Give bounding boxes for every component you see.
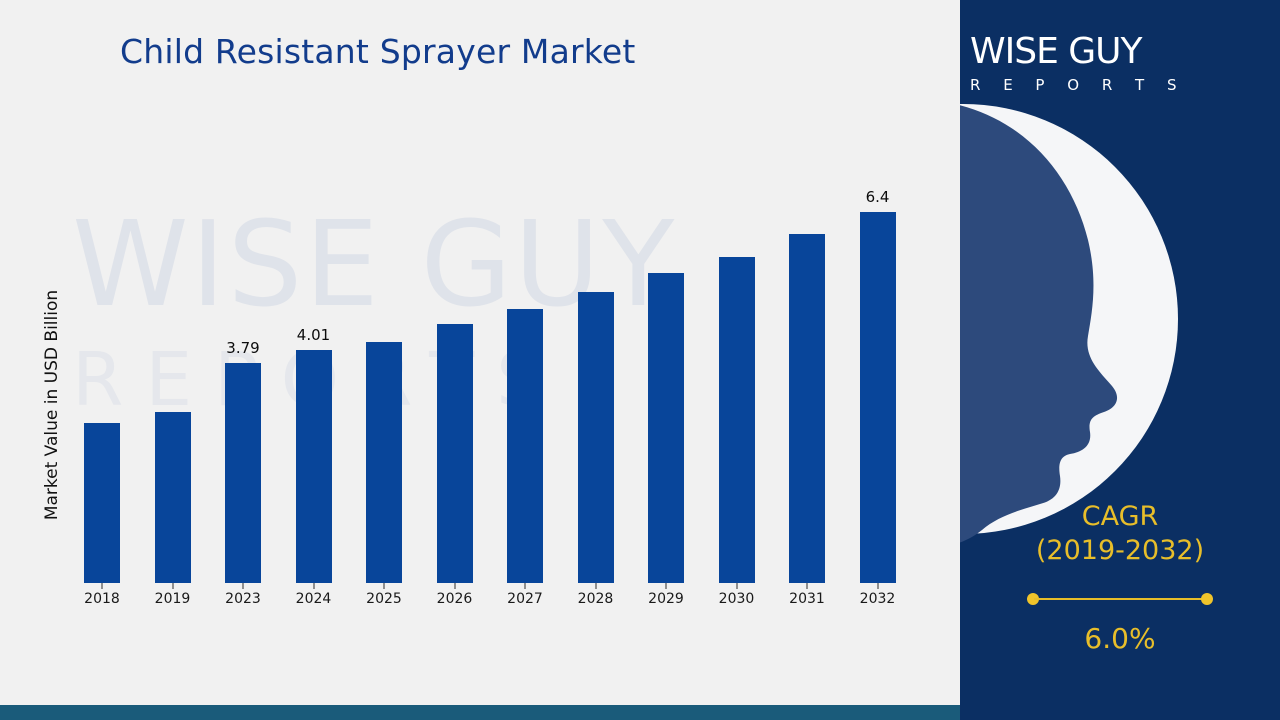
bar (718, 257, 755, 583)
x-axis-tick-label: 2031 (789, 591, 825, 607)
brand-logo-tagline: R E P O R T S (970, 76, 1186, 94)
x-axis-tick (101, 583, 103, 589)
bar (366, 342, 402, 583)
bar (648, 273, 684, 583)
bar-value-label: 4.01 (296, 326, 331, 345)
bar-chart-plot: 2018 2019 3.79 2023 4.01 2024 2025 2026 2027 2028… (84, 187, 896, 607)
bar (859, 211, 896, 583)
bar-value-label: 6.4 (865, 187, 890, 206)
brand-logo-name: WISE GUY (970, 31, 1143, 72)
x-axis-tick-label: 2028 (577, 591, 614, 607)
bottom-accent-strip (0, 705, 962, 720)
x-axis-tick-label: 2018 (84, 591, 120, 607)
x-axis-tick (736, 583, 737, 589)
bar (507, 309, 543, 583)
x-axis-tick (595, 583, 596, 589)
x-axis-tick (313, 583, 314, 589)
cagr-block: CAGR (2019-2032) 6.0% (960, 500, 1280, 655)
cagr-divider-dot-right (1201, 592, 1213, 605)
x-axis-tick-label: 2023 (225, 591, 261, 607)
x-axis-tick-label: 2029 (648, 591, 684, 607)
x-axis-tick (172, 583, 173, 589)
bar (225, 363, 261, 583)
x-axis-tick (524, 583, 526, 589)
x-axis-tick (806, 583, 808, 589)
cagr-value: 6.0% (1084, 621, 1156, 655)
cagr-divider-dot-left (1027, 592, 1039, 605)
x-axis-tick-label: 2032 (859, 591, 896, 607)
x-axis-tick (665, 583, 667, 589)
cagr-label: CAGR (1081, 501, 1159, 532)
cagr-range: (2019-2032) (1035, 534, 1205, 566)
bar (295, 350, 332, 583)
cagr-divider-line (1034, 597, 1206, 600)
x-axis-tick-label: 2024 (295, 591, 332, 607)
x-axis-tick-label: 2030 (718, 591, 755, 607)
x-axis-tick-label: 2026 (436, 591, 473, 607)
side-panel: WISE GUY R E P O R T S CAGR (2019-2032) … (960, 0, 1280, 720)
x-axis-tick (383, 583, 385, 589)
cagr-divider (1027, 592, 1213, 606)
bar (154, 411, 191, 583)
x-axis-tick-label: 2027 (507, 591, 543, 607)
x-axis-tick-label: 2025 (366, 591, 402, 607)
bar (577, 291, 614, 583)
bar (436, 323, 473, 583)
bar (789, 233, 825, 583)
head-silhouette-icon (960, 105, 1118, 543)
bar (84, 422, 120, 583)
bar-value-label: 3.79 (226, 339, 260, 358)
brand-logo: WISE GUY R E P O R T S (970, 34, 1210, 114)
page-title: Child Resistant Sprayer Market (120, 32, 636, 71)
x-axis-tick-label: 2019 (154, 591, 191, 607)
x-axis-tick (242, 583, 244, 589)
x-axis-tick (454, 583, 455, 589)
x-axis-tick (877, 583, 878, 589)
